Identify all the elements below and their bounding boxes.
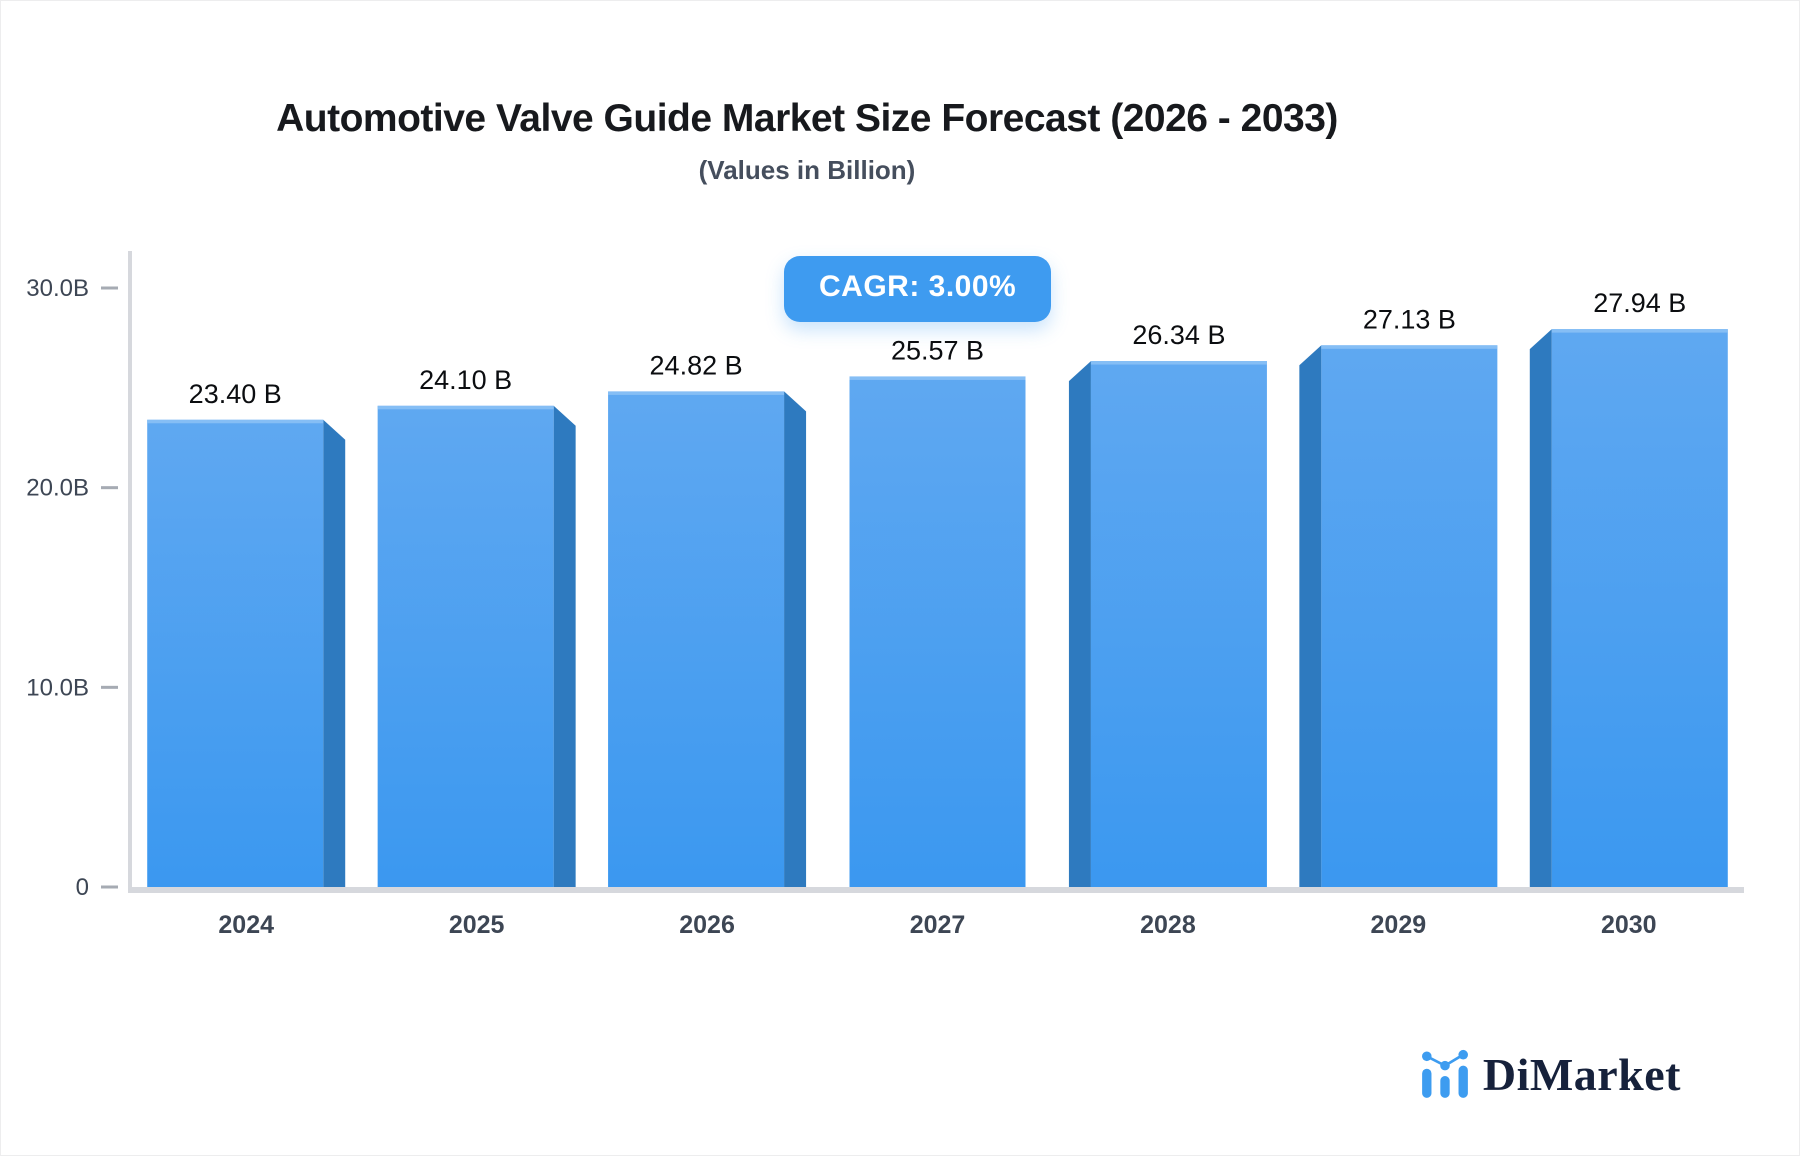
bar-value-label: 23.40 B [189, 379, 282, 409]
y-axis-line [128, 251, 132, 893]
bar-value-label: 27.13 B [1363, 304, 1456, 334]
bar-value-label: 27.94 B [1593, 288, 1686, 318]
bar-side-face [323, 419, 346, 887]
y-tick-label: 20.0B [26, 475, 89, 502]
bar-top-highlight [608, 391, 785, 395]
x-axis-label-2029: 2029 [1371, 911, 1427, 939]
bar-chart-trend-icon [1421, 1049, 1468, 1098]
bar-2024 [147, 419, 324, 887]
bar-side-face [784, 391, 807, 887]
bar-2029 [1321, 345, 1498, 887]
bar-top-highlight [1321, 345, 1498, 349]
bar-2028 [1090, 361, 1267, 887]
y-tick-mark [101, 486, 118, 490]
x-axis-label-2024: 2024 [218, 911, 274, 939]
bar-2027 [849, 376, 1026, 887]
y-tick-mark [101, 885, 118, 889]
bar-top-highlight [377, 405, 554, 410]
bar-2026 [608, 391, 785, 887]
chart-header: Automotive Valve Guide Market Size Forec… [1, 1, 1613, 186]
bar-value-label: 25.57 B [891, 335, 984, 365]
brand-logo: DiMarket [1419, 1048, 1681, 1101]
x-axis-label-2028: 2028 [1140, 911, 1196, 939]
bar-top-highlight [1551, 329, 1728, 333]
x-axis-label-2027: 2027 [910, 911, 966, 939]
y-tick-mark [101, 685, 118, 689]
bar-2030 [1551, 329, 1728, 887]
y-tick-mark [101, 286, 118, 290]
bar-value-label: 26.34 B [1132, 320, 1225, 350]
x-axis-label-2030: 2030 [1601, 911, 1657, 939]
bar-top-highlight [1090, 361, 1267, 365]
chart-title: Automotive Valve Guide Market Size Forec… [276, 97, 1338, 140]
bar-side-face [1299, 345, 1322, 887]
cagr-badge: CAGR: 3.00% [784, 256, 1052, 322]
y-tick-label: 30.0B [26, 275, 89, 302]
x-axis-label-2026: 2026 [679, 911, 735, 939]
brand-name: DiMarket [1482, 1049, 1681, 1100]
chart-subtitle: (Values in Billion) [698, 155, 916, 185]
bar-top-highlight [849, 376, 1026, 380]
bar-value-label: 24.82 B [650, 350, 743, 380]
bar-2025 [377, 405, 554, 887]
bar-value-label: 24.10 B [419, 365, 512, 395]
bar-top-highlight [147, 419, 324, 424]
y-tick-label: 0 [76, 874, 89, 901]
x-axis-baseline [128, 887, 1744, 893]
bar-side-face [1529, 329, 1552, 887]
bar-side-face [553, 405, 576, 887]
x-axis-label-2025: 2025 [449, 911, 505, 939]
bar-side-face [1068, 361, 1091, 887]
y-tick-label: 10.0B [26, 674, 89, 701]
